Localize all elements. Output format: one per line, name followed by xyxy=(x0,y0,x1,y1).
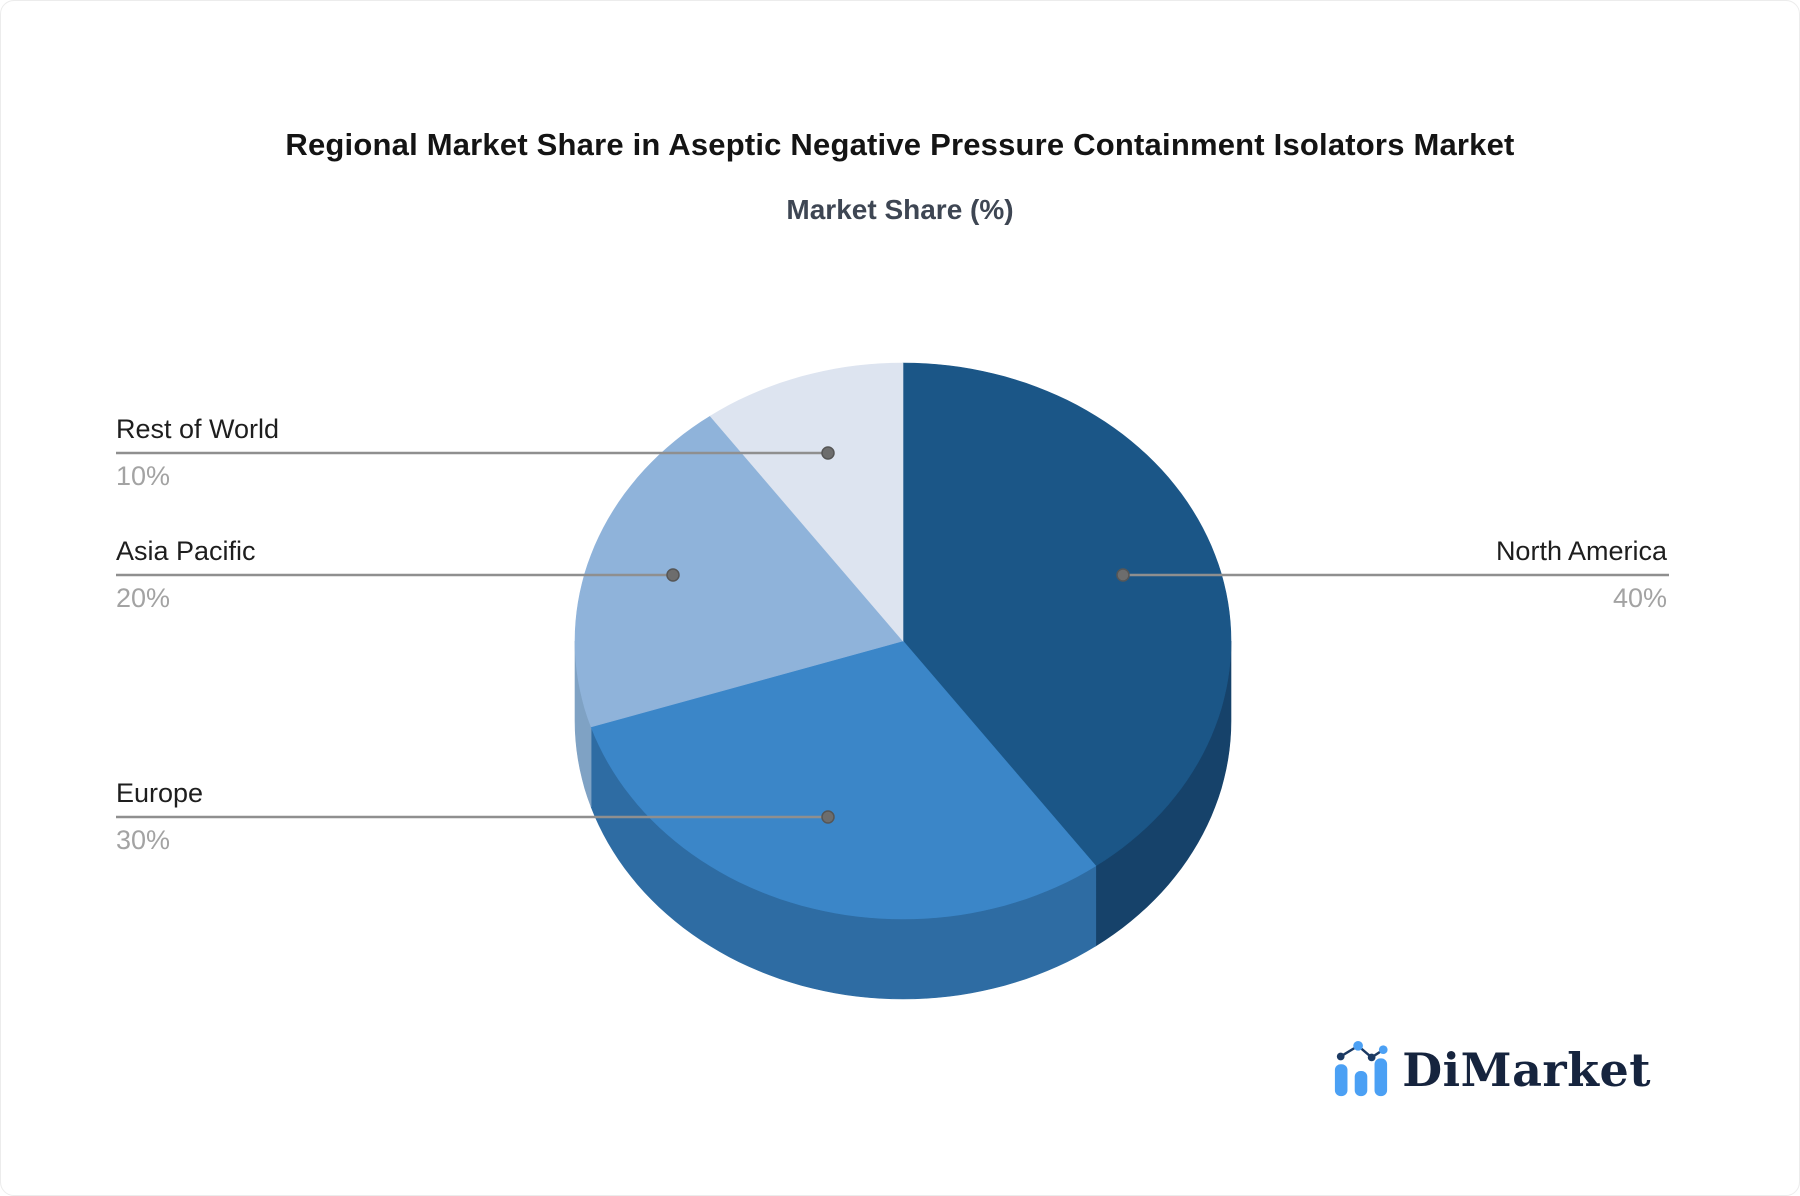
slice-value-rest-of-world: 10% xyxy=(116,461,171,491)
brand-logo-text: DiMarket xyxy=(1402,1043,1651,1097)
callout-dot-asia-pacific xyxy=(666,568,680,582)
chart-subtitle: Market Share (%) xyxy=(786,194,1014,225)
slice-value-europe: 30% xyxy=(116,825,171,855)
slice-value-asia-pacific: 20% xyxy=(116,583,171,613)
brand-logo: DiMarket xyxy=(1332,1041,1651,1099)
slice-label-europe: Europe xyxy=(116,778,204,808)
callout-dot-north-america xyxy=(1116,568,1130,582)
chart-title: Regional Market Share in Aseptic Negativ… xyxy=(285,127,1515,162)
pie-slice-north-america[interactable] xyxy=(902,362,1232,867)
pie-slice-rest-of-world[interactable] xyxy=(709,362,904,642)
slice-label-asia-pacific: Asia Pacific xyxy=(116,536,256,566)
callout-dot-rest-of-world xyxy=(821,446,835,460)
pie-slice-europe[interactable] xyxy=(590,640,1097,920)
pie-slice-asia-pacific[interactable] xyxy=(574,415,904,728)
slice-label-north-america: North America xyxy=(1495,536,1667,566)
slice-label-rest-of-world: Rest of World xyxy=(116,414,280,444)
bar-chart-icon xyxy=(1335,1041,1388,1097)
callout-dot-europe xyxy=(821,810,835,824)
slice-value-north-america: 40% xyxy=(1612,583,1667,613)
